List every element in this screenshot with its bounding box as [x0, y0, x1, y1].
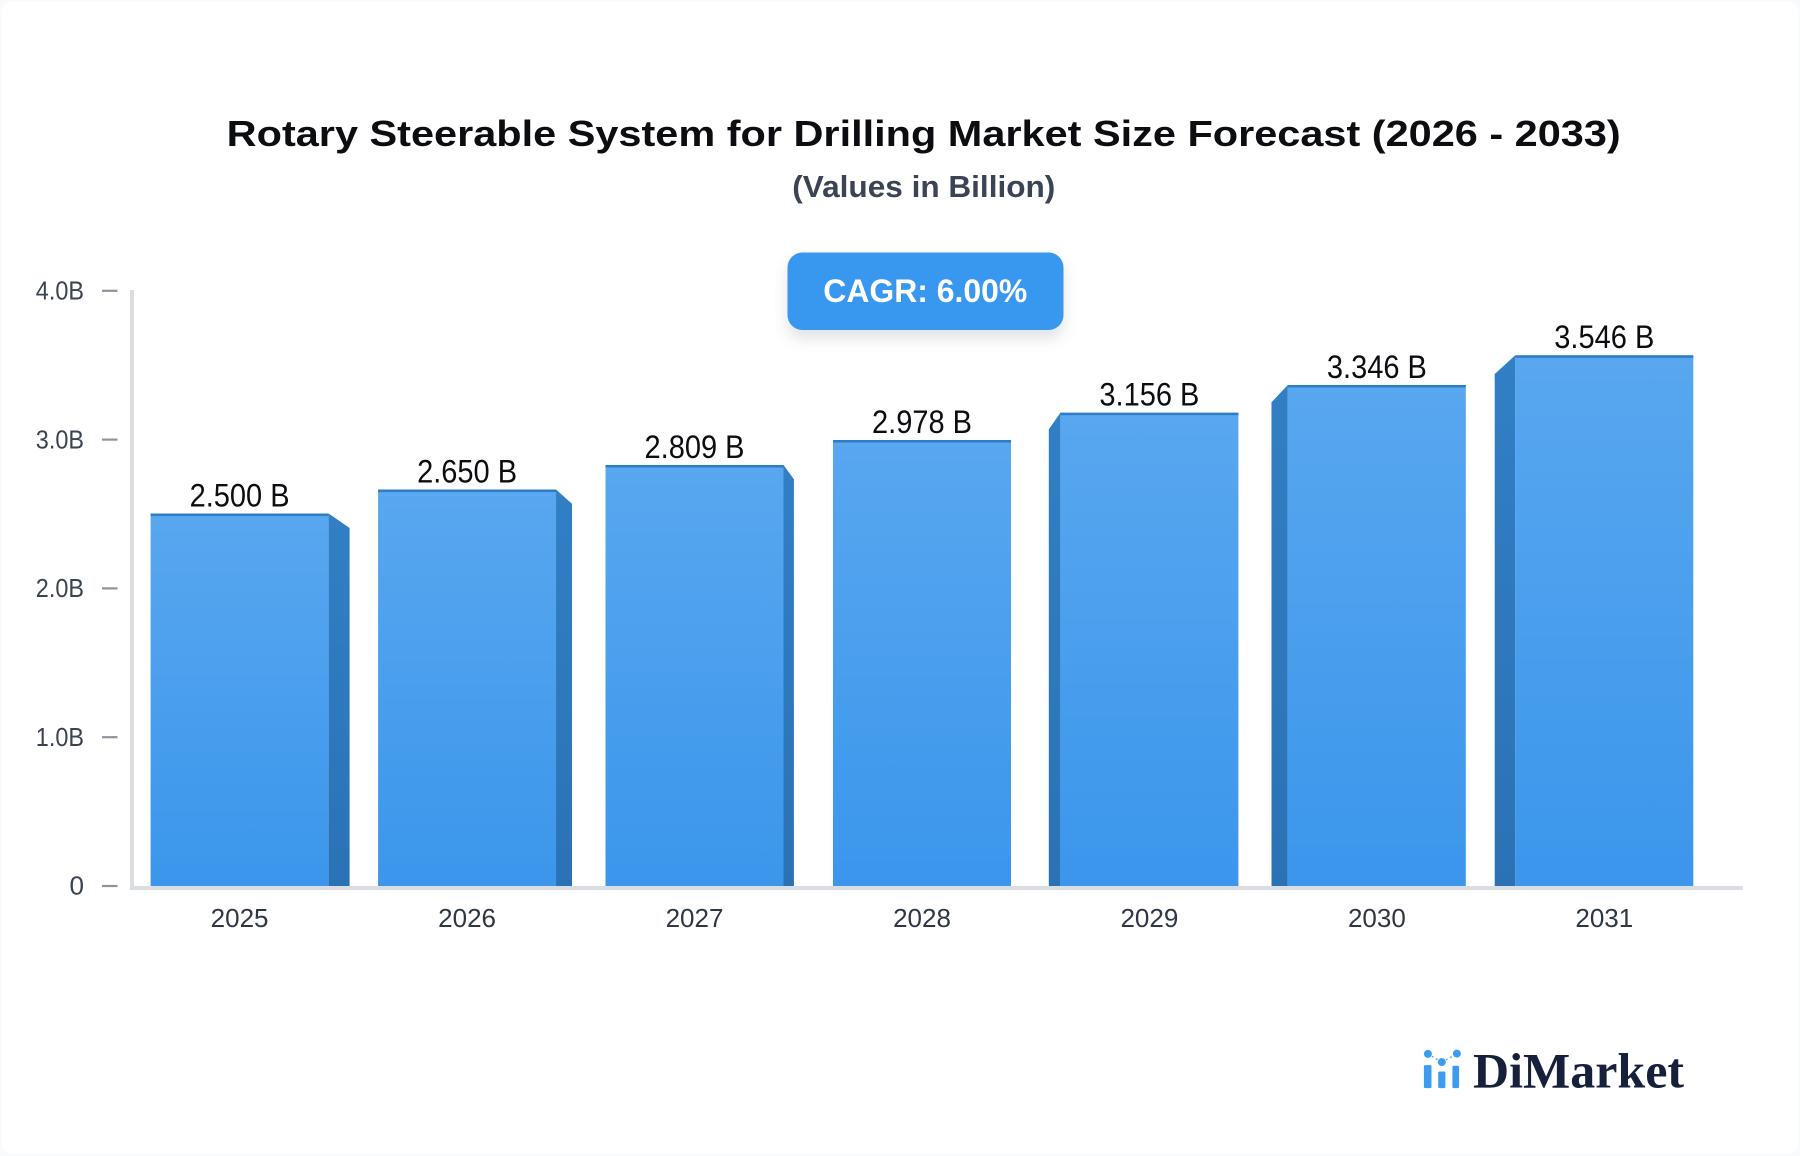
svg-text:2027: 2027 [666, 903, 724, 933]
svg-text:(Values in Billion): (Values in Billion) [792, 169, 1055, 204]
svg-text:2.809 B: 2.809 B [645, 429, 745, 465]
svg-text:2.500 B: 2.500 B [190, 477, 290, 513]
svg-text:2031: 2031 [1575, 903, 1633, 933]
svg-text:4.0B: 4.0B [36, 276, 84, 306]
svg-text:0: 0 [70, 871, 84, 901]
svg-text:3.156 B: 3.156 B [1099, 377, 1199, 413]
svg-text:2030: 2030 [1348, 903, 1406, 933]
svg-text:3.546 B: 3.546 B [1554, 319, 1654, 355]
svg-text:2026: 2026 [438, 903, 496, 933]
svg-text:Rotary Steerable System for Dr: Rotary Steerable System for Drilling Mar… [227, 113, 1621, 154]
svg-text:3.346 B: 3.346 B [1327, 349, 1427, 385]
svg-text:2.0B: 2.0B [36, 573, 84, 603]
svg-text:2029: 2029 [1120, 903, 1178, 933]
svg-text:2028: 2028 [893, 903, 951, 933]
svg-text:CAGR: 6.00%: CAGR: 6.00% [823, 273, 1027, 309]
svg-text:DiMarket: DiMarket [1473, 1043, 1684, 1099]
svg-text:2.978 B: 2.978 B [872, 404, 972, 440]
svg-text:1.0B: 1.0B [36, 722, 84, 752]
svg-text:3.0B: 3.0B [36, 424, 84, 454]
svg-text:2025: 2025 [211, 903, 269, 933]
svg-text:2.650 B: 2.650 B [417, 453, 517, 489]
